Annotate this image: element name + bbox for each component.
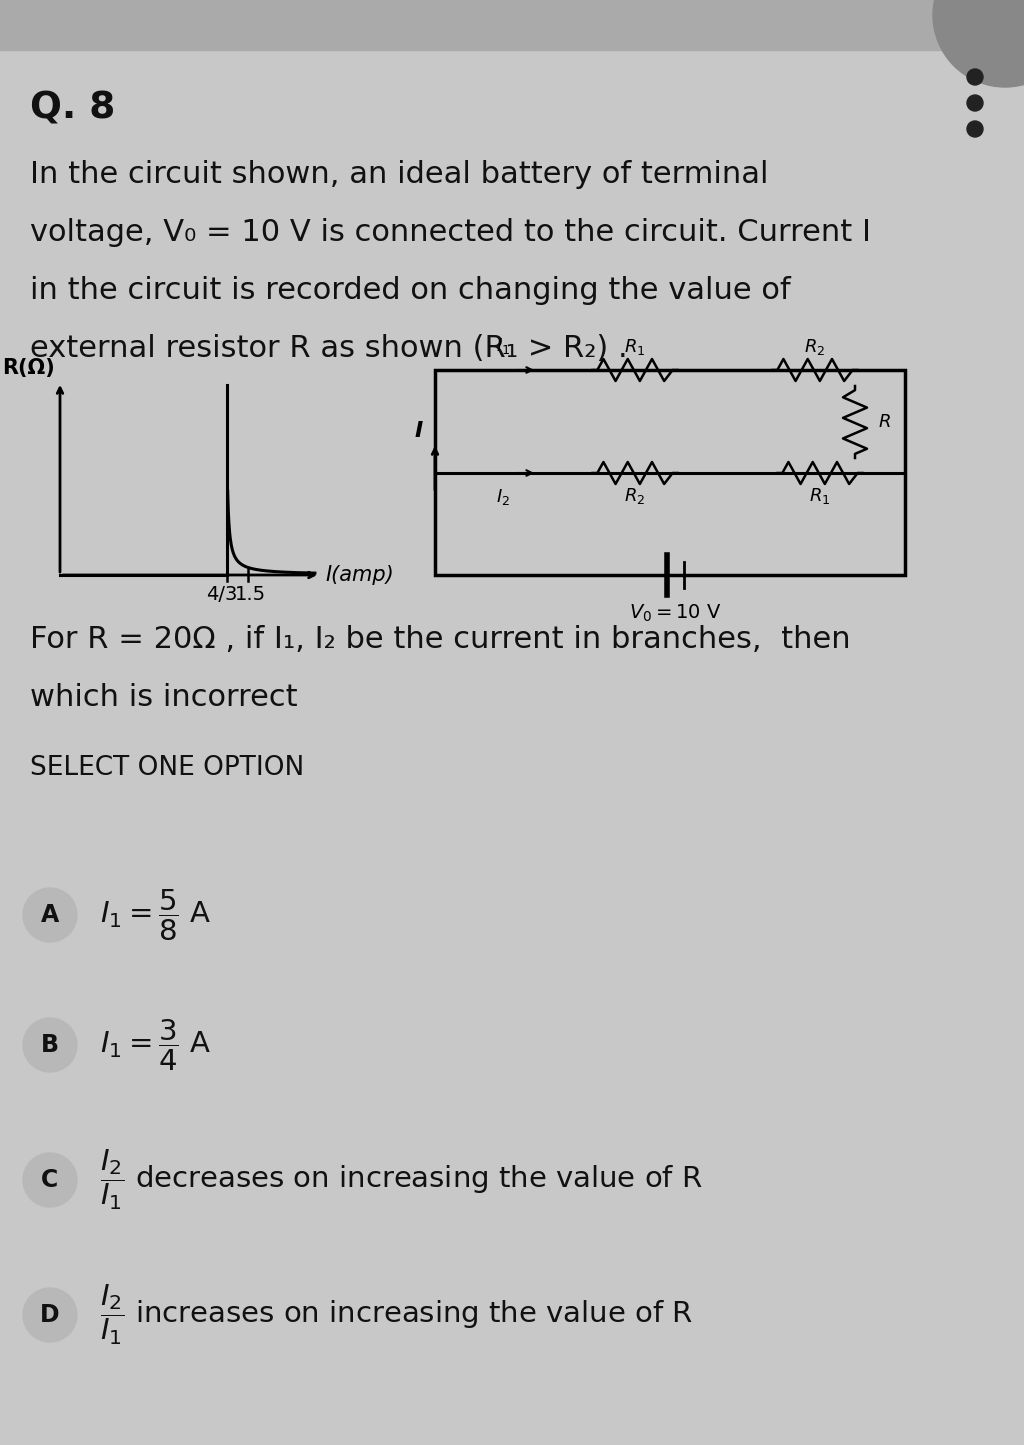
Text: $I_2$: $I_2$ xyxy=(496,487,510,507)
Text: R: R xyxy=(879,413,892,431)
Circle shape xyxy=(23,1287,77,1342)
Text: $V_0=10$ V: $V_0=10$ V xyxy=(629,603,721,624)
Text: $\dfrac{I_2}{I_1}$ increases on increasing the value of R: $\dfrac{I_2}{I_1}$ increases on increasi… xyxy=(100,1283,693,1347)
Text: $R_2$: $R_2$ xyxy=(625,486,645,506)
Text: Q. 8: Q. 8 xyxy=(30,90,116,126)
Text: I: I xyxy=(415,420,423,441)
Text: $I_1$: $I_1$ xyxy=(496,337,510,355)
Circle shape xyxy=(23,889,77,942)
Text: D: D xyxy=(40,1303,59,1327)
Text: which is incorrect: which is incorrect xyxy=(30,683,298,712)
Circle shape xyxy=(967,95,983,111)
Text: in the circuit is recorded on changing the value of: in the circuit is recorded on changing t… xyxy=(30,276,791,305)
Text: $R_1$: $R_1$ xyxy=(625,337,646,357)
Text: $I_1 = \dfrac{3}{4}$ A: $I_1 = \dfrac{3}{4}$ A xyxy=(100,1017,211,1072)
Text: R(Ω): R(Ω) xyxy=(2,358,55,379)
Circle shape xyxy=(23,1153,77,1207)
Text: $R_2$: $R_2$ xyxy=(805,337,825,357)
Text: B: B xyxy=(41,1033,59,1056)
Text: voltage, V₀ = 10 V is connected to the circuit. Current I: voltage, V₀ = 10 V is connected to the c… xyxy=(30,218,871,247)
Text: $\dfrac{I_2}{I_1}$ decreases on increasing the value of R: $\dfrac{I_2}{I_1}$ decreases on increasi… xyxy=(100,1147,702,1212)
Circle shape xyxy=(967,69,983,85)
Text: $R_1$: $R_1$ xyxy=(809,486,830,506)
Circle shape xyxy=(933,0,1024,87)
Text: C: C xyxy=(41,1168,58,1192)
Bar xyxy=(0,0,1024,51)
Text: $I_1 = \dfrac{5}{8}$ A: $I_1 = \dfrac{5}{8}$ A xyxy=(100,887,211,942)
Text: A: A xyxy=(41,903,59,928)
Text: SELECT ONE OPTION: SELECT ONE OPTION xyxy=(30,754,304,780)
Text: In the circuit shown, an ideal battery of terminal: In the circuit shown, an ideal battery o… xyxy=(30,160,768,189)
Text: I(amp): I(amp) xyxy=(325,565,394,585)
Text: For R = 20Ω , if I₁, I₂ be the current in branches,  then: For R = 20Ω , if I₁, I₂ be the current i… xyxy=(30,626,851,655)
Circle shape xyxy=(23,1017,77,1072)
Text: external resistor R as shown (R₁ > R₂) .: external resistor R as shown (R₁ > R₂) . xyxy=(30,334,628,363)
Text: 4/3: 4/3 xyxy=(206,585,238,604)
Circle shape xyxy=(967,121,983,137)
Bar xyxy=(435,370,905,575)
Text: 1.5: 1.5 xyxy=(234,585,266,604)
